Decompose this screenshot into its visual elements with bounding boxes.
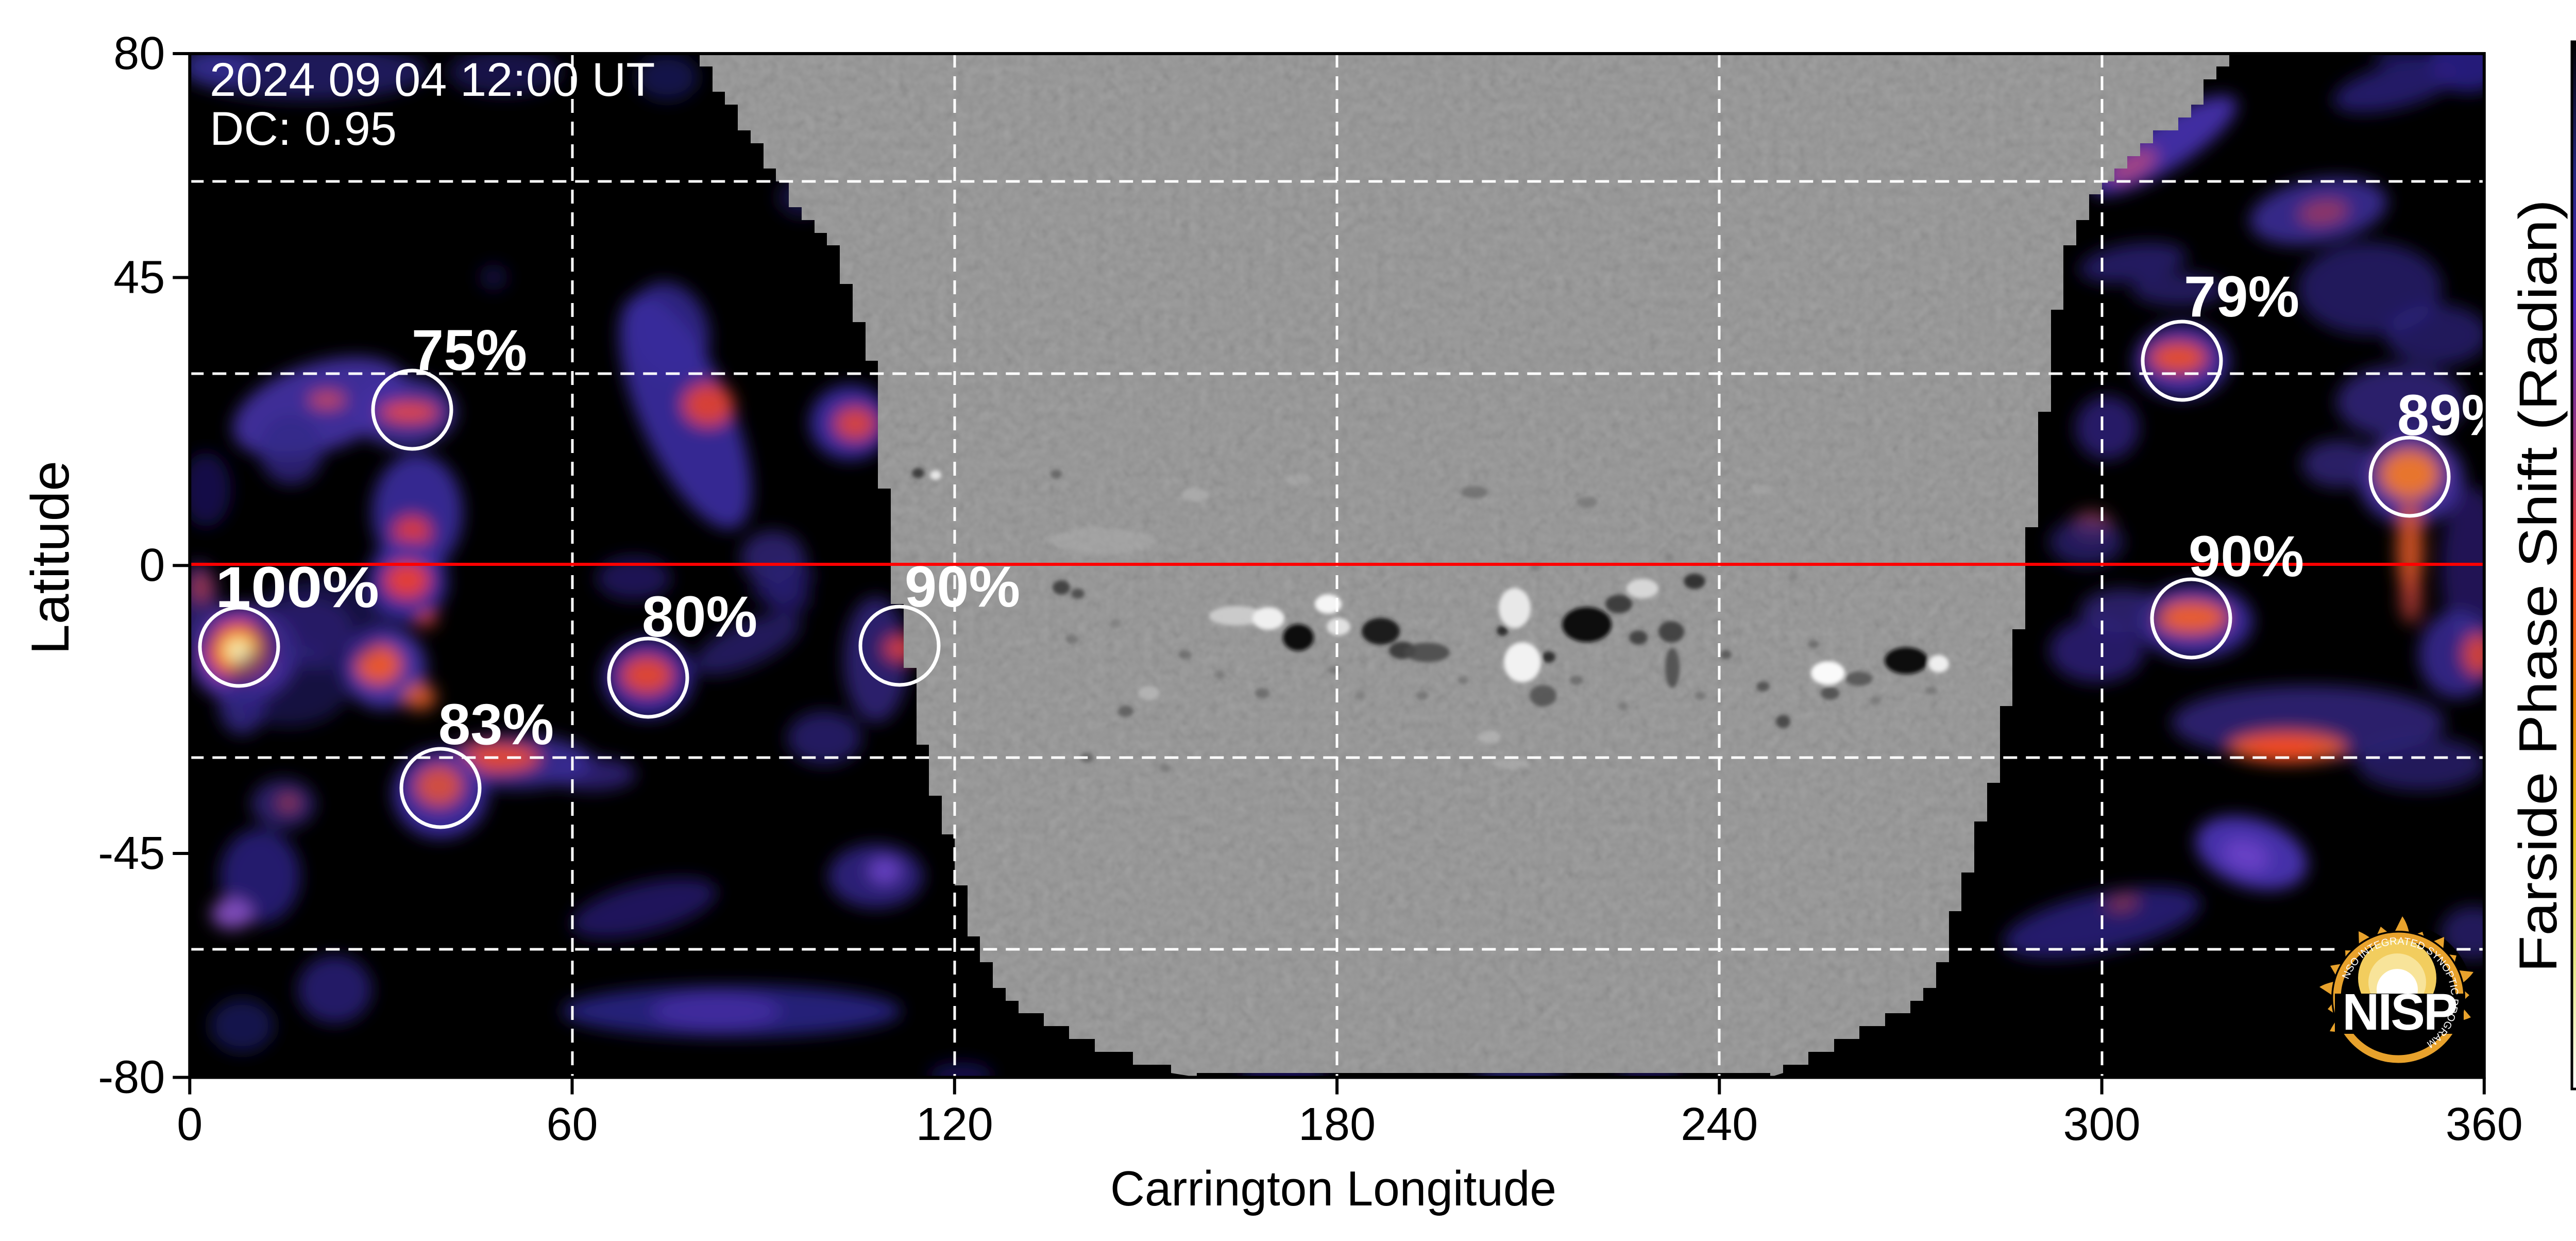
svg-text:90%: 90% xyxy=(905,555,1020,619)
svg-text:45: 45 xyxy=(113,252,165,304)
svg-text:89%: 89% xyxy=(2397,383,2513,447)
svg-text:60: 60 xyxy=(546,1099,598,1150)
svg-text:-45: -45 xyxy=(98,828,165,879)
svg-text:0: 0 xyxy=(177,1099,202,1150)
svg-text:240: 240 xyxy=(1681,1099,1758,1150)
svg-text:90%: 90% xyxy=(2189,524,2304,589)
svg-text:Farside Phase Shift (Radian): Farside Phase Shift (Radian) xyxy=(2509,199,2568,972)
svg-text:Carrington Longitude: Carrington Longitude xyxy=(1110,1161,1556,1216)
svg-text:75%: 75% xyxy=(412,318,527,382)
svg-text:Latitude: Latitude xyxy=(21,461,80,655)
svg-text:83%: 83% xyxy=(438,692,554,757)
svg-text:360: 360 xyxy=(2446,1099,2523,1150)
svg-text:NISP: NISP xyxy=(2342,983,2456,1041)
svg-text:80: 80 xyxy=(113,28,165,79)
svg-text:DC: 0.95: DC: 0.95 xyxy=(210,103,397,155)
svg-text:300: 300 xyxy=(2063,1099,2141,1150)
svg-text:100%: 100% xyxy=(215,555,379,619)
svg-text:80%: 80% xyxy=(642,584,757,649)
svg-text:120: 120 xyxy=(916,1099,993,1150)
svg-text:79%: 79% xyxy=(2184,264,2299,329)
svg-text:2024 09 04 12:00 UT: 2024 09 04 12:00 UT xyxy=(210,54,655,106)
svg-text:0: 0 xyxy=(139,540,165,591)
svg-text:-80: -80 xyxy=(98,1052,165,1103)
svg-text:180: 180 xyxy=(1298,1099,1376,1150)
